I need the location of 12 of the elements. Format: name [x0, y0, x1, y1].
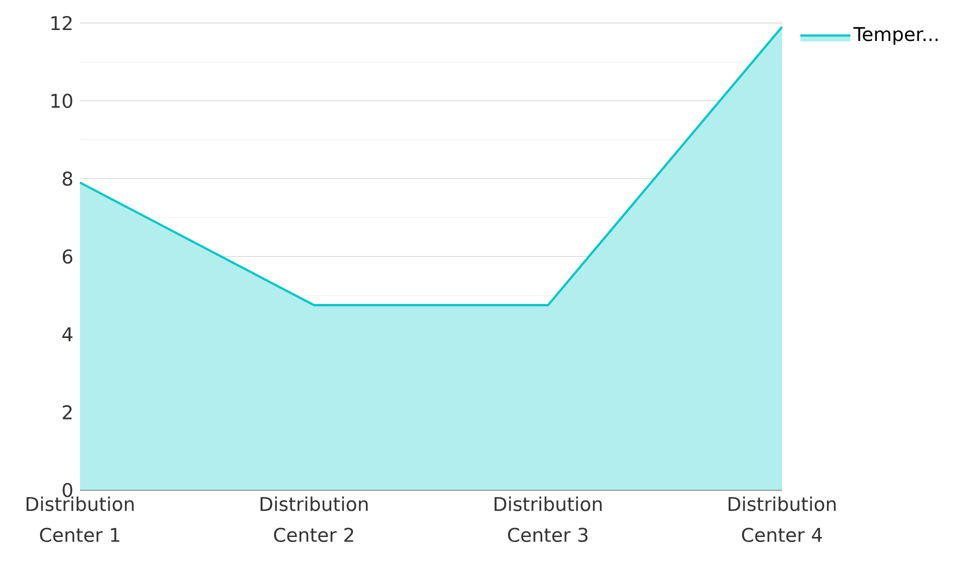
- y-tick-label: 6: [62, 249, 72, 264]
- y-tick-label: 2: [62, 405, 72, 420]
- x-tick-label: Distribution Center 4: [728, 496, 836, 542]
- y-tick-label: 4: [62, 327, 72, 342]
- x-tick-label: Distribution Center 3: [494, 496, 602, 542]
- x-tick-label: Distribution Center 2: [260, 496, 368, 542]
- y-tick-label: 10: [51, 94, 72, 108]
- y-tick-label: 12: [51, 16, 72, 30]
- y-tick-label: 0: [62, 482, 72, 498]
- y-tick-label: 8: [62, 172, 72, 186]
- legend-label: Temper...: [853, 27, 938, 45]
- x-tick-label: Distribution Center 1: [26, 496, 134, 542]
